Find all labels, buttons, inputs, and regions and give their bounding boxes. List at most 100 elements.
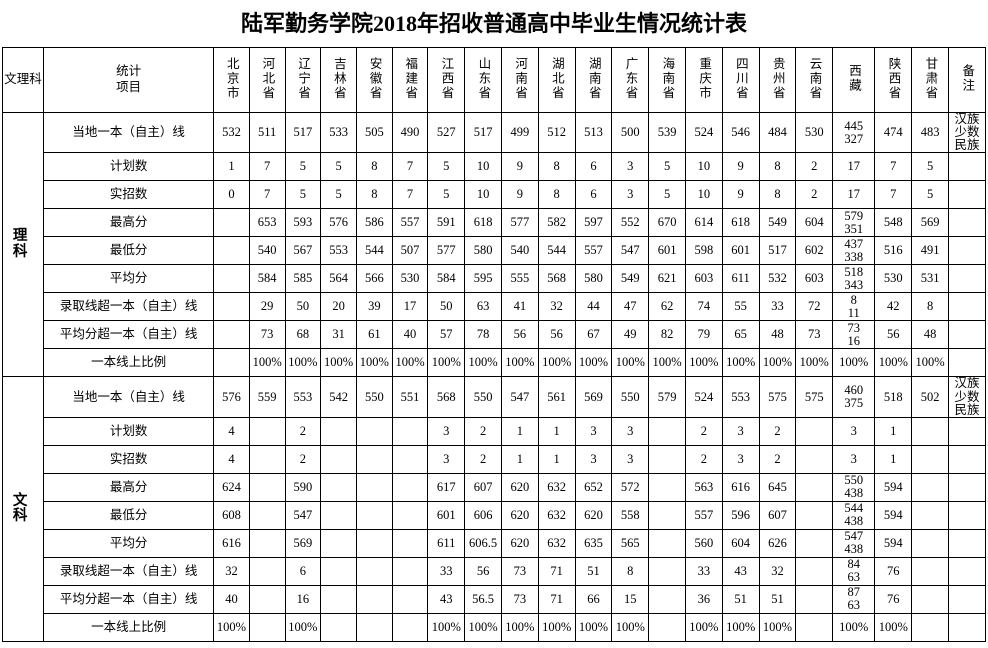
cell-6 [391, 444, 429, 474]
cell-5 [355, 556, 393, 586]
header-province-label: 陕西省 [886, 56, 901, 101]
cell-7: 43 [427, 584, 466, 614]
header-item-label-line2: 项目 [116, 80, 142, 94]
cell-2: 29 [248, 292, 286, 322]
row-item-label: 平均分 [43, 264, 215, 294]
cell-5 [355, 472, 393, 502]
cell-1 [213, 292, 250, 322]
row-item-label: 计划数 [43, 152, 215, 182]
cell-20: 8 [911, 292, 949, 322]
table-body: 理 科当地一本（自主）线 532 511 517 533 505 490 527 517 499 5… [1, 111, 987, 642]
header-province-label: 甘肃省 [923, 56, 938, 101]
cell-7: 3 [427, 444, 466, 474]
header-province-19: 陕西省 [874, 47, 913, 113]
header-item-label-line1: 统计 [116, 64, 142, 79]
cell-1: 624 [213, 472, 250, 502]
cell-13: 539 [648, 111, 686, 154]
cell-3: 593 [284, 208, 322, 238]
cell-1: 4 [213, 416, 250, 446]
cell-2 [248, 416, 286, 446]
cell-19: 100% [874, 348, 913, 378]
cell-12: 547 [611, 236, 650, 266]
cell-11: 51 [574, 556, 613, 586]
cell-7: 617 [427, 472, 466, 502]
row-note-cell [947, 444, 987, 474]
cell-2: 7 [248, 180, 286, 210]
cell-11: 6 [574, 152, 613, 182]
cell-15: 553 [721, 376, 760, 418]
cell-11: 513 [574, 111, 613, 154]
cell-19: 1 [874, 416, 913, 446]
cell-7: 100% [427, 612, 466, 642]
cell-2 [248, 500, 286, 530]
cell-9: 100% [500, 612, 539, 642]
header-province-label: 云南省 [807, 56, 822, 101]
cell-15: 618 [721, 208, 760, 238]
table-row: 平均分超一本（自主）线 73 68 31 61 40 57 78 56 56 67 49 82 79 65 4… [3, 320, 987, 350]
cell-16: 532 [758, 264, 797, 294]
cell-16: 2 [758, 416, 797, 446]
cell-1: 100% [213, 612, 250, 642]
row-item-label: 录取线超一本（自主）线 [43, 292, 215, 322]
cell-6: 100% [391, 348, 429, 378]
cell-1: 532 [213, 111, 250, 154]
cell-19: 594 [874, 472, 913, 502]
cell-5: 8 [355, 180, 393, 210]
cell-15: 65 [721, 320, 760, 350]
note-line: 汉族 [954, 376, 980, 391]
row-note-cell [947, 152, 987, 182]
cell-15: 9 [721, 180, 760, 210]
cell-7: 50 [427, 292, 466, 322]
header-province-label: 湖南省 [586, 56, 601, 101]
cell-4 [320, 528, 357, 558]
cell-value-part: 351 [844, 221, 864, 236]
header-province-label: 北京市 [224, 56, 239, 101]
cell-2: 100% [248, 348, 286, 378]
cell-14: 33 [684, 556, 723, 586]
cell-17 [795, 500, 834, 530]
cell-value-part: 375 [844, 396, 864, 411]
cell-16: 32 [758, 556, 797, 586]
cell-3: 547 [284, 500, 322, 530]
section-label-2: 文 科 [1, 376, 45, 642]
cell-16: 100% [758, 612, 797, 642]
cell-8: 606.5 [464, 528, 502, 558]
cell-7: 57 [427, 320, 466, 350]
cell-6 [391, 528, 429, 558]
cell-3: 68 [284, 320, 322, 350]
cell-19: 76 [874, 584, 913, 614]
cell-18: 3 [832, 444, 876, 474]
cell-12: 550 [611, 376, 650, 418]
note-line: 少数民族 [954, 389, 980, 417]
cell-11: 66 [574, 584, 613, 614]
cell-8: 10 [464, 152, 502, 182]
cell-16: 2 [758, 444, 797, 474]
row-item-label: 录取线超一本（自主）线 [43, 556, 215, 586]
cell-3: 517 [284, 111, 322, 154]
cell-7: 3 [427, 416, 466, 446]
cell-20 [911, 472, 949, 502]
cell-20 [911, 584, 949, 614]
cell-17: 73 [795, 320, 834, 350]
cell-8: 78 [464, 320, 502, 350]
header-province-label: 广东省 [623, 56, 638, 101]
cell-15: 100% [721, 612, 760, 642]
cell-17 [795, 444, 834, 474]
cell-4 [320, 500, 357, 530]
header-province-label: 重庆市 [697, 56, 712, 101]
cell-7: 33 [427, 556, 466, 586]
header-province-2: 河北省 [248, 47, 286, 113]
cell-value-part: 544 [844, 501, 864, 516]
cell-15: 51 [721, 584, 760, 614]
header-note-column: 备注 [947, 47, 987, 113]
cell-10: 568 [537, 264, 576, 294]
cell-16: 8 [758, 180, 797, 210]
cell-14: 74 [684, 292, 723, 322]
row-note-cell [947, 556, 987, 586]
cell-6: 530 [391, 264, 429, 294]
cell-3: 2 [284, 444, 322, 474]
cell-20: 100% [911, 348, 949, 378]
cell-7: 591 [427, 208, 466, 238]
cell-10: 561 [537, 376, 576, 418]
